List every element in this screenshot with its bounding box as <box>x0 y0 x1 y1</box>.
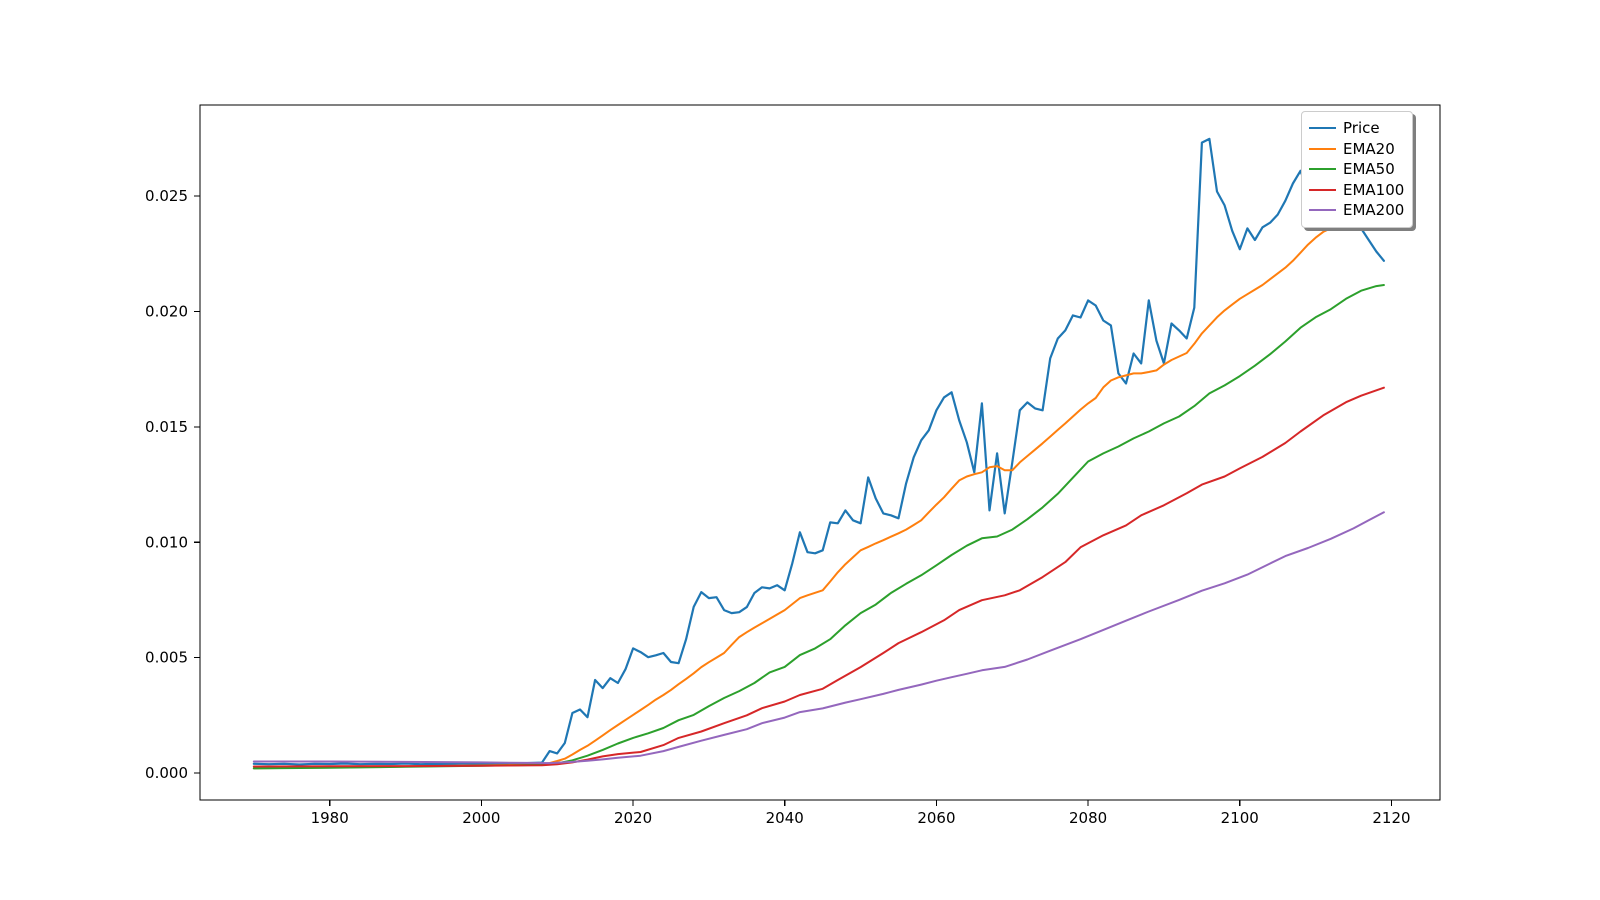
x-tick-label: 2120 <box>1372 809 1410 827</box>
y-tick-label: 0.020 <box>145 303 188 321</box>
ema100-line <box>252 386 1385 768</box>
legend-item-ema100: EMA100 <box>1309 180 1405 201</box>
y-tick-label: 0.000 <box>145 764 188 782</box>
axes-frame <box>199 104 1441 801</box>
x-tick-label: 2020 <box>614 809 652 827</box>
y-tick-label: 0.015 <box>145 418 188 436</box>
legend-line-swatch-price <box>1309 127 1336 130</box>
x-tick-label: 2100 <box>1221 809 1259 827</box>
legend-label: Price <box>1343 119 1380 138</box>
ema200-line <box>252 511 1385 765</box>
y-tick-label: 0.010 <box>145 533 188 551</box>
legend-item-price: Price <box>1309 118 1405 139</box>
legend-list: Price EMA20 EMA50 EMA100 EMA200 <box>1309 118 1405 221</box>
y-tick-label: 0.025 <box>145 187 188 205</box>
legend-label: EMA20 <box>1343 139 1395 158</box>
price-line <box>252 137 1386 766</box>
legend-line-swatch-ema50 <box>1309 168 1336 171</box>
legend-line-swatch-ema100 <box>1309 188 1336 191</box>
legend-label: EMA100 <box>1343 180 1405 199</box>
x-tick-label: 2080 <box>1069 809 1107 827</box>
ema50-line <box>252 284 1385 770</box>
x-tick-label: 2060 <box>917 809 955 827</box>
legend-line-swatch-ema200 <box>1309 209 1336 212</box>
legend-item-ema20: EMA20 <box>1309 139 1405 160</box>
legend-label: EMA200 <box>1343 201 1405 220</box>
x-tick-label: 2000 <box>462 809 500 827</box>
x-tick-label: 2040 <box>766 809 804 827</box>
legend: Price EMA20 EMA50 EMA100 EMA200 <box>1301 111 1413 228</box>
x-tick-label: 1980 <box>311 809 349 827</box>
legend-label: EMA50 <box>1343 160 1395 179</box>
y-tick-label: 0.005 <box>145 649 188 667</box>
legend-item-ema50: EMA50 <box>1309 159 1405 180</box>
legend-line-swatch-ema20 <box>1309 147 1336 150</box>
ema20-line <box>252 220 1385 770</box>
legend-item-ema200: EMA200 <box>1309 200 1405 221</box>
